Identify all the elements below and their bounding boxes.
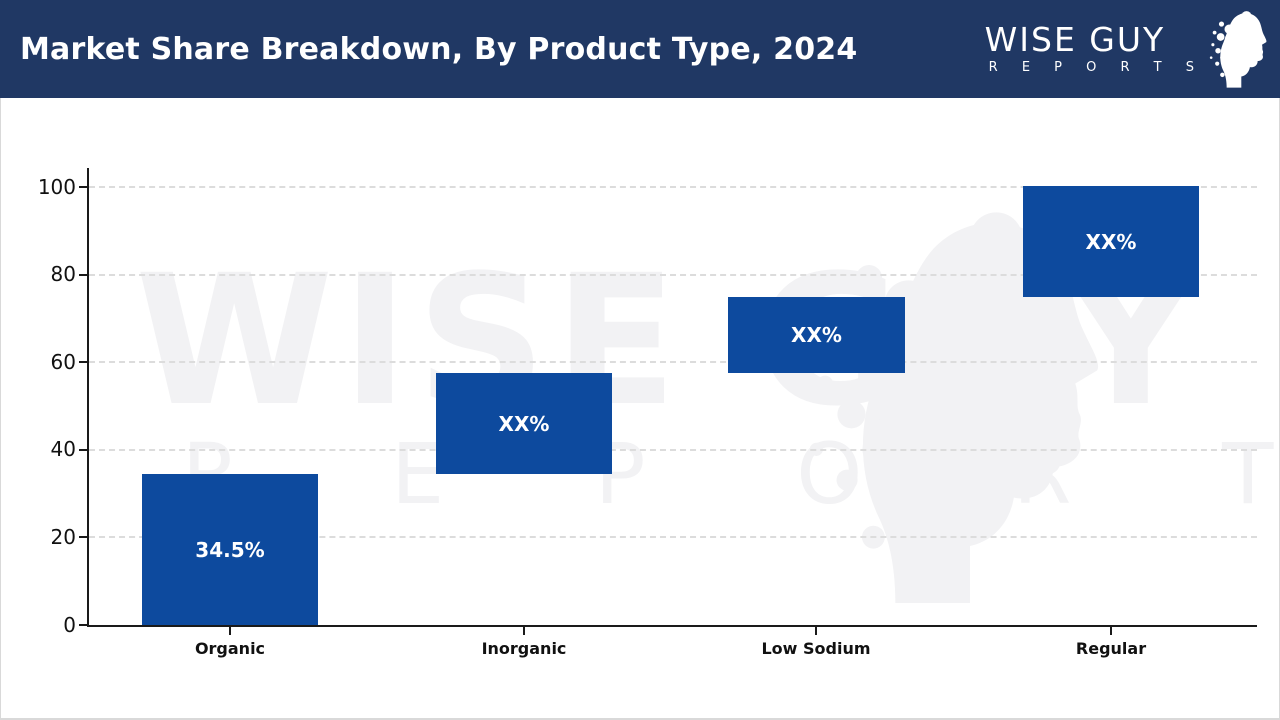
x-label-regular: Regular: [1075, 639, 1147, 658]
gridline-20: [89, 536, 1257, 538]
gridline-60: [89, 361, 1257, 363]
x-label-low-sodium: Low Sodium: [761, 639, 871, 658]
watermark-reports-text: R E P O R T S: [182, 425, 1280, 523]
y-tick-0: [79, 624, 87, 626]
wiseguy-logo: WISE GUY R E P O R T S: [985, 4, 1268, 94]
y-tick-label-100: 100: [37, 175, 76, 199]
bar-inorganic: XX%: [436, 373, 612, 474]
y-tick-60: [79, 361, 87, 363]
wiseguy-head-icon: [1206, 8, 1268, 90]
y-tick-label-60: 60: [50, 350, 76, 374]
bar-value-label: 34.5%: [195, 537, 265, 562]
x-tick-inorganic: [523, 627, 525, 635]
y-axis-line: [87, 168, 89, 626]
x-axis-line: [87, 625, 1257, 627]
logo-reports-text: R E P O R T S: [988, 59, 1204, 75]
bar-value-label: XX%: [1085, 229, 1137, 254]
x-tick-low-sodium: [815, 627, 817, 635]
logo-text-block: WISE GUY R E P O R T S: [985, 23, 1204, 75]
gridline-100: [89, 186, 1257, 188]
bar-regular: XX%: [1023, 186, 1199, 297]
header-bar: Market Share Breakdown, By Product Type,…: [0, 0, 1280, 98]
x-label-organic: Organic: [194, 639, 266, 658]
y-tick-label-80: 80: [50, 262, 76, 286]
bar-organic: 34.5%: [142, 474, 318, 625]
y-tick-40: [79, 449, 87, 451]
y-tick-label-40: 40: [50, 437, 76, 461]
y-tick-20: [79, 536, 87, 538]
gridline-40: [89, 449, 1257, 451]
x-label-inorganic: Inorganic: [481, 639, 567, 658]
y-tick-100: [79, 186, 87, 188]
y-tick-80: [79, 274, 87, 276]
page-title: Market Share Breakdown, By Product Type,…: [20, 31, 858, 67]
x-tick-regular: [1110, 627, 1112, 635]
bar-value-label: XX%: [791, 323, 842, 347]
y-tick-label-0: 0: [63, 613, 76, 637]
logo-wordmark: WISE GUY: [984, 20, 1166, 60]
gridline-80: [89, 274, 1257, 276]
bar-low-sodium: XX%: [728, 297, 905, 373]
y-tick-label-20: 20: [50, 525, 76, 549]
x-tick-organic: [229, 627, 231, 635]
bar-value-label: XX%: [498, 411, 550, 436]
